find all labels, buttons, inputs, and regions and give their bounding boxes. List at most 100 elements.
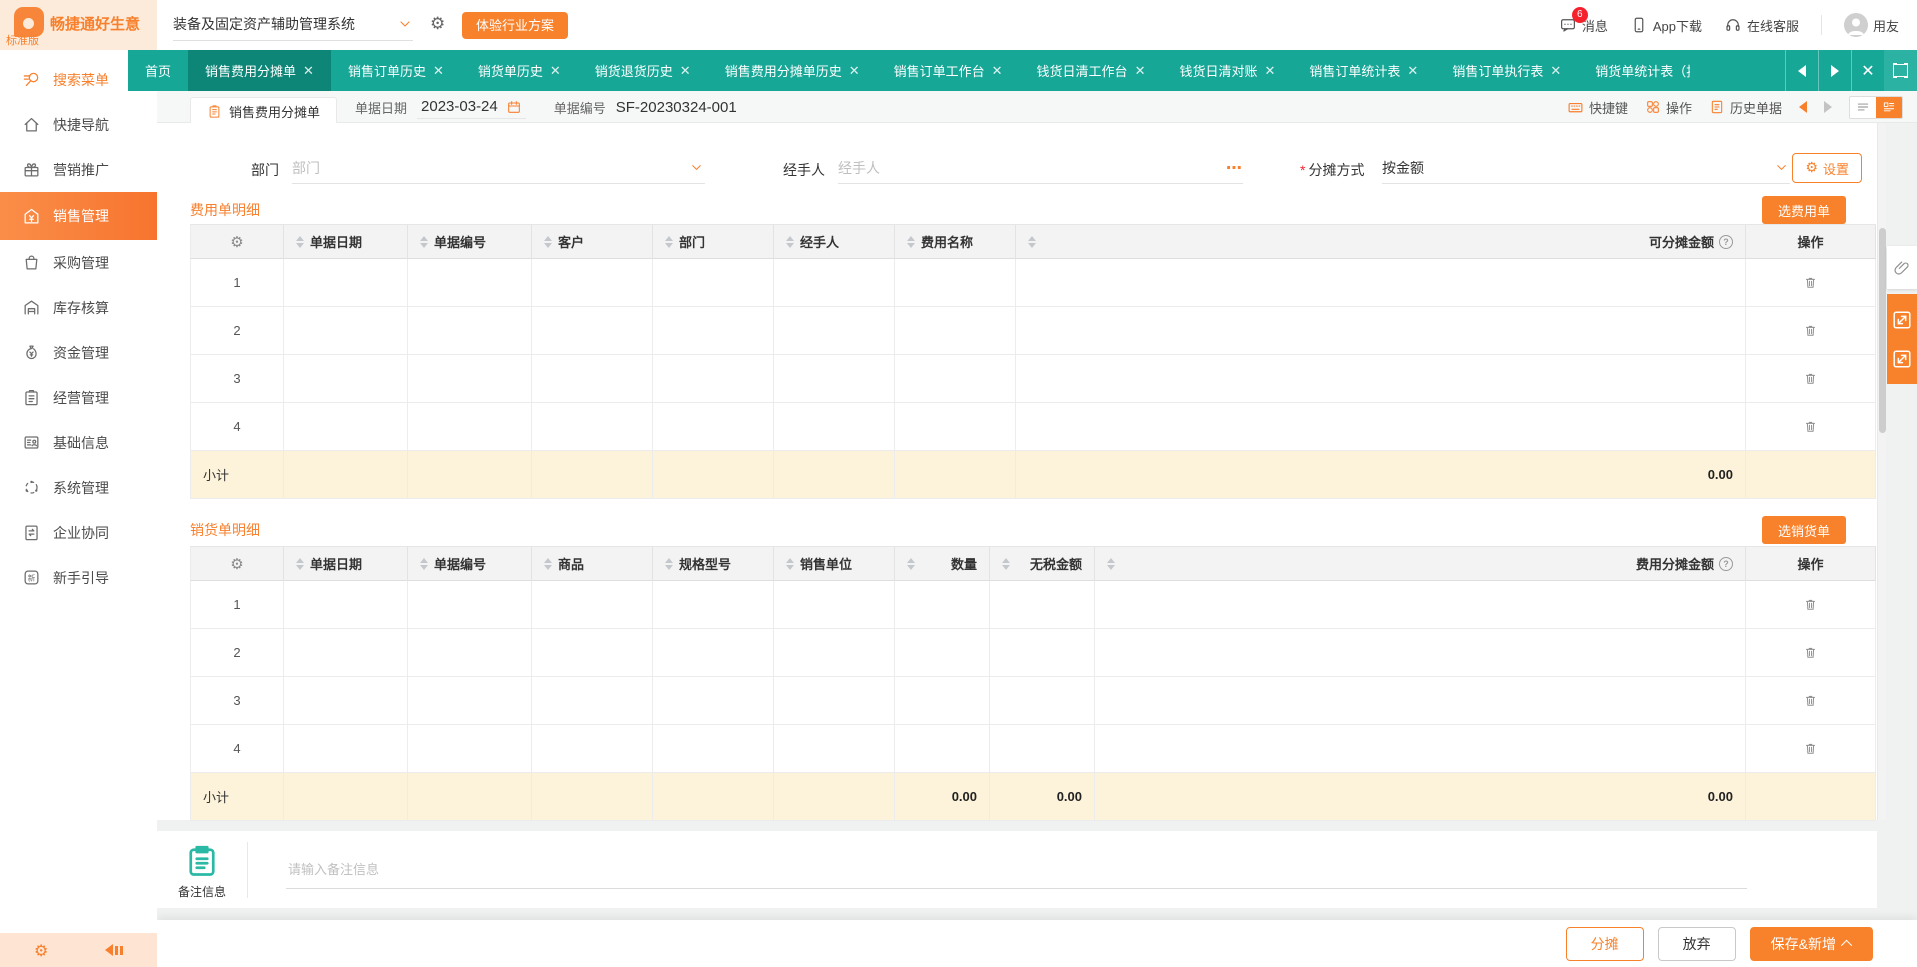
next-doc-button[interactable]	[1824, 101, 1832, 113]
table-cell[interactable]	[895, 355, 1016, 403]
table-cell[interactable]	[532, 629, 653, 677]
header-cell[interactable]: 数量	[895, 547, 990, 581]
expand-icon[interactable]	[1891, 348, 1913, 370]
sidebar-item-nav[interactable]: 快捷导航	[0, 102, 157, 147]
table-cell[interactable]	[284, 403, 408, 451]
table-row[interactable]: 2	[190, 629, 1876, 677]
tab-钱货日清对账[interactable]: 钱货日清对账 ✕	[1162, 50, 1292, 91]
tab-销售订单统计表[interactable]: 销售订单统计表 ✕	[1292, 50, 1435, 91]
table-row[interactable]: 3	[190, 677, 1876, 725]
table-cell[interactable]	[408, 355, 532, 403]
table-cell[interactable]	[653, 403, 774, 451]
tabs-scroll-right-button[interactable]	[1818, 50, 1851, 91]
header-cell-amount[interactable]: 费用分摊金额?	[1095, 547, 1746, 581]
table-row[interactable]: 3	[190, 355, 1876, 403]
table-cell[interactable]	[408, 307, 532, 355]
table-cell[interactable]	[653, 629, 774, 677]
remark-input[interactable]: 请输入备注信息	[286, 851, 1747, 889]
allocate-button[interactable]: 分摊	[1565, 926, 1644, 961]
delete-row-icon[interactable]	[1803, 371, 1818, 386]
table-cell[interactable]	[774, 725, 895, 773]
user-item[interactable]: 用友	[1843, 13, 1899, 37]
table-cell[interactable]	[774, 355, 895, 403]
chevron-down-icon[interactable]	[689, 160, 705, 176]
header-cell[interactable]: 销售单位	[774, 547, 895, 581]
delete-row-icon[interactable]	[1803, 323, 1818, 338]
tab-close-icon[interactable]: ✕	[1407, 62, 1419, 78]
card-view-icon[interactable]	[1876, 96, 1902, 118]
table-cell[interactable]	[895, 725, 990, 773]
sort-icon[interactable]	[544, 235, 552, 248]
table-cell[interactable]	[1095, 725, 1746, 773]
system-select[interactable]: 装备及固定资产辅助管理系统	[173, 14, 413, 41]
table-cell[interactable]	[653, 581, 774, 629]
sort-icon[interactable]	[420, 557, 428, 570]
table-cell[interactable]	[990, 677, 1095, 725]
table-cell[interactable]	[653, 307, 774, 355]
table-cell[interactable]	[532, 307, 653, 355]
sidebar-item-marketing[interactable]: 营销推广	[0, 147, 157, 192]
sort-icon[interactable]	[786, 557, 794, 570]
table-cell[interactable]	[774, 581, 895, 629]
tab-close-icon[interactable]: ✕	[679, 62, 691, 78]
tab-close-icon[interactable]: ✕	[1550, 62, 1562, 78]
document-tab[interactable]: 销售费用分摊单	[190, 97, 338, 124]
sort-icon[interactable]	[786, 235, 794, 248]
topbar-gear-icon[interactable]: ⚙	[430, 14, 446, 34]
sidebar-item-guide[interactable]: 新 新手引导	[0, 555, 157, 600]
sort-icon[interactable]	[1002, 557, 1010, 570]
header-cell[interactable]: 费用名称	[895, 225, 1016, 259]
table-cell[interactable]	[1016, 403, 1746, 451]
prev-doc-button[interactable]	[1799, 101, 1807, 113]
header-cell[interactable]: 规格型号	[653, 547, 774, 581]
table-cell[interactable]	[532, 677, 653, 725]
delete-row-icon[interactable]	[1803, 597, 1818, 612]
sort-icon[interactable]	[296, 235, 304, 248]
table-cell[interactable]	[895, 403, 1016, 451]
table-cell[interactable]	[653, 677, 774, 725]
sidebar-item-operation[interactable]: 经营管理	[0, 375, 157, 420]
header-cell[interactable]: 商品	[532, 547, 653, 581]
abandon-button[interactable]: 放弃	[1657, 926, 1736, 961]
select-sales-doc-button[interactable]: 选销货单	[1761, 516, 1846, 544]
sort-icon[interactable]	[296, 557, 304, 570]
tab-销售订单执行表[interactable]: 销售订单执行表 ✕	[1435, 50, 1578, 91]
delete-row-icon[interactable]	[1803, 419, 1818, 434]
delete-row-icon[interactable]	[1803, 645, 1818, 660]
actions-button[interactable]: 操作	[1645, 98, 1692, 117]
sort-icon[interactable]	[1107, 557, 1115, 570]
sidebar-collapse-icon[interactable]	[105, 944, 123, 956]
table-cell[interactable]	[284, 629, 408, 677]
tab-销货单历史[interactable]: 销货单历史 ✕	[461, 50, 578, 91]
table-cell[interactable]	[284, 581, 408, 629]
online-service-item[interactable]: 在线客服	[1724, 16, 1799, 35]
sort-icon[interactable]	[907, 557, 915, 570]
table-cell[interactable]	[408, 629, 532, 677]
column-settings-cell[interactable]: ⚙	[190, 225, 284, 259]
table-cell[interactable]	[408, 403, 532, 451]
tab-钱货日清工作台[interactable]: 钱货日清工作台 ✕	[1020, 50, 1163, 91]
handler-field[interactable]: 经手人 ⋯	[838, 152, 1243, 184]
delete-row-icon[interactable]	[1803, 693, 1818, 708]
table-cell[interactable]	[895, 629, 990, 677]
table-cell[interactable]	[284, 355, 408, 403]
table-cell[interactable]	[774, 307, 895, 355]
attachment-panel[interactable]	[1887, 246, 1917, 289]
header-cell[interactable]: 单据日期	[284, 225, 408, 259]
sidebar-item-basic[interactable]: 基础信息	[0, 420, 157, 465]
fullscreen-icon[interactable]	[1884, 50, 1917, 91]
tab-销货单统计表（按[interactable]: 销货单统计表（按	[1578, 50, 1690, 91]
table-cell[interactable]	[895, 677, 990, 725]
column-settings-cell[interactable]: ⚙	[190, 547, 284, 581]
more-options-icon[interactable]: ⋯	[1226, 159, 1243, 177]
scrollbar-thumb[interactable]	[1879, 228, 1886, 433]
list-view-icon[interactable]	[1850, 96, 1876, 118]
table-row[interactable]: 1	[190, 259, 1876, 307]
table-cell[interactable]	[895, 307, 1016, 355]
table-cell[interactable]	[284, 307, 408, 355]
table-cell[interactable]	[774, 403, 895, 451]
sidebar-item-inventory[interactable]: 库存核算	[0, 285, 157, 330]
sidebar-item-sales[interactable]: 销售管理	[0, 192, 157, 240]
sidebar-item-collab[interactable]: 企业协同	[0, 510, 157, 555]
table-cell[interactable]	[895, 259, 1016, 307]
